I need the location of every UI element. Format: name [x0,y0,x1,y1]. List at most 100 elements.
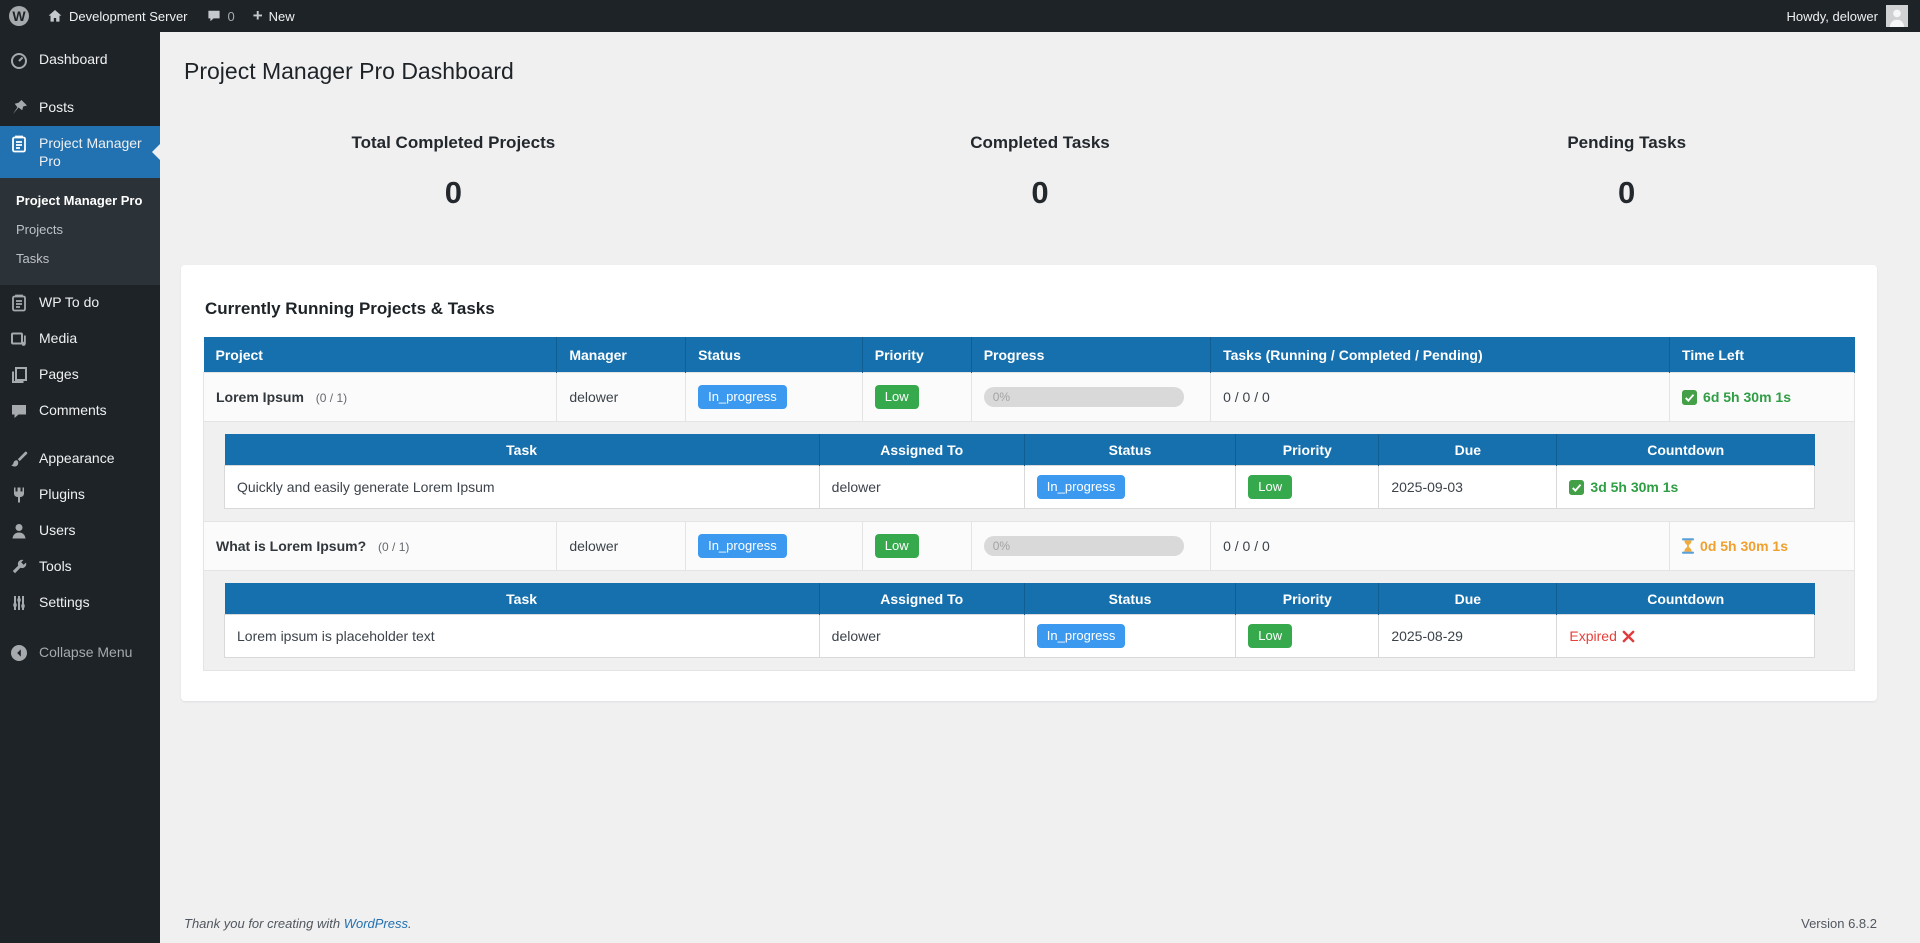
task-title-cell: Quickly and easily generate Lorem Ipsum [224,465,820,509]
stat-pending-tasks: Pending Tasks 0 [1333,133,1920,211]
plugin-icon [9,485,29,505]
project-tasks-band: Task Assigned To Status Priority Due Cou… [203,570,1855,671]
site-name-link[interactable]: Development Server [38,0,197,32]
media-icon [9,329,29,349]
column-header-priority: Priority [862,337,972,373]
status-badge: In_progress [698,534,787,558]
sidebar-item-settings[interactable]: Settings [0,585,160,621]
pmp-submenu: Project Manager Pro Projects Tasks [0,178,160,286]
column-header-countdown: Countdown [1556,583,1815,615]
project-status-cell: In_progress [685,372,863,422]
sidebar-item-appearance[interactable]: Appearance [0,441,160,477]
stat-label: Pending Tasks [1567,133,1687,152]
tasks-table: Task Assigned To Status Priority Due Cou… [224,583,1815,658]
column-header-time-left: Time Left [1669,337,1855,373]
column-header-due: Due [1378,434,1558,466]
status-badge: In_progress [698,385,787,409]
submenu-item-project-manager-pro[interactable]: Project Manager Pro [16,193,143,209]
task-due-cell: 2025-09-03 [1378,465,1558,509]
collapse-menu-button[interactable]: Collapse Menu [0,635,160,671]
project-tasks-summary-cell: 0 / 0 / 0 [1210,521,1671,571]
submenu-item-tasks[interactable]: Tasks [16,251,50,267]
sidebar-item-pages[interactable]: Pages [0,357,160,393]
sidebar-item-label: Project Manager Pro [39,135,142,170]
status-badge: In_progress [1036,624,1126,648]
project-name: What is Lorem Ipsum? [216,538,367,554]
wp-logo-button[interactable]: W [0,0,38,32]
submenu-item-projects[interactable]: Projects [16,222,63,238]
project-progress-cell: 0% [970,521,1212,571]
sidebar-item-project-manager-pro[interactable]: Project Manager Pro [0,126,160,179]
collapse-icon [9,643,29,663]
status-badge: In_progress [1036,475,1126,499]
progress-bar: 0% [983,387,1184,407]
panel-heading: Currently Running Projects & Tasks [205,299,495,318]
admin-bar-right: Howdy, delower [1777,0,1920,32]
project-task-count: (0 / 1) [315,391,348,405]
footer-thanks: Thank you for creating with WordPress. [184,916,412,931]
sidebar-item-plugins[interactable]: Plugins [0,477,160,513]
stat-label: Completed Tasks [970,133,1110,152]
projects-table-header-row: Project Manager Status Priority Progress… [203,337,1855,373]
stat-value: 0 [444,175,462,210]
project-time-left-cell: 0d 5h 30m 1s [1669,521,1855,571]
sidebar-item-label: Tools [39,558,72,575]
countdown-value: 3d 5h 30m 1s [1590,479,1679,495]
project-manager-cell: delower [556,372,687,422]
countdown-value: Expired [1569,628,1617,644]
sidebar-item-label: Comments [39,402,107,419]
admin-bar-comments-link[interactable]: 0 [197,0,244,32]
stat-value: 0 [1031,175,1049,210]
clipboard-icon [9,134,29,154]
task-status-cell: In_progress [1023,465,1237,509]
howdy-text: Howdy, delower [1786,8,1878,24]
menu-separator [0,429,160,441]
howdy-account-link[interactable]: Howdy, delower [1777,0,1920,32]
new-label: New [268,8,295,24]
sidebar-item-label: Plugins [39,486,85,503]
task-countdown-cell: 3d 5h 30m 1s [1556,465,1815,509]
project-name-cell: Lorem Ipsum (0 / 1) [202,372,558,422]
footer-thanks-prefix: Thank you for creating with [184,916,344,931]
page-title: Project Manager Pro Dashboard [184,58,514,84]
user-icon [9,521,29,541]
wordpress-logo-icon: W [9,6,29,26]
sidebar-item-label: Settings [39,594,90,611]
column-header-project: Project [203,337,558,373]
project-name: Lorem Ipsum [216,389,304,405]
sidebar-item-users[interactable]: Users [0,513,160,549]
project-name-cell: What is Lorem Ipsum? (0 / 1) [202,521,558,571]
task-countdown-cell: Expired [1556,614,1815,658]
column-header-assigned-to: Assigned To [819,434,1025,466]
clipboard-icon [9,293,29,313]
admin-sidebar: Dashboard Posts Project Manager Pro Proj… [0,32,160,943]
sidebar-item-posts[interactable]: Posts [0,90,160,126]
sidebar-item-label: Posts [39,99,75,115]
task-row: Lorem ipsum is placeholder text delower … [224,614,1815,658]
footer-thanks-suffix: . [408,916,412,931]
project-task-count: (0 / 1) [378,540,410,554]
pin-icon [9,98,29,118]
sidebar-item-dashboard[interactable]: Dashboard [0,42,160,78]
projects-panel: Currently Running Projects & Tasks Proje… [181,265,1877,701]
wordpress-link[interactable]: WordPress [343,916,408,931]
wrench-icon [9,557,29,577]
stats-row: Total Completed Projects 0 Completed Tas… [160,133,1920,211]
project-progress-cell: 0% [970,372,1212,422]
sidebar-item-label: Appearance [39,450,115,467]
sidebar-item-media[interactable]: Media [0,321,160,357]
task-priority-cell: Low [1235,465,1380,509]
task-due-cell: 2025-08-29 [1378,614,1558,658]
project-time-left-cell: 6d 5h 30m 1s [1669,372,1855,422]
menu-separator [0,78,160,90]
sidebar-item-tools[interactable]: Tools [0,549,160,585]
project-priority-cell: Low [861,372,972,422]
admin-bar-new-link[interactable]: + New [244,0,304,32]
hourglass-icon [1682,538,1695,554]
sidebar-item-label: Collapse Menu [39,644,133,661]
sidebar-item-comments[interactable]: Comments [0,393,160,429]
version-text: Version 6.8.2 [1801,916,1877,931]
column-header-status: Status [685,337,863,373]
sidebar-item-wp-to-do[interactable]: WP To do [0,285,160,321]
pages-icon [9,365,29,385]
